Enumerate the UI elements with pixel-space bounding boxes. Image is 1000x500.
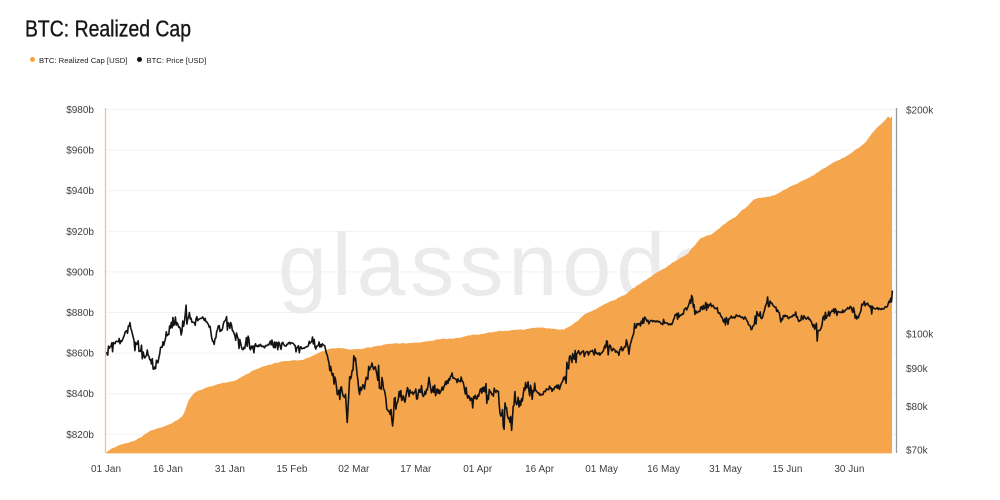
svg-text:16 Jan: 16 Jan xyxy=(153,464,183,475)
svg-text:$820b: $820b xyxy=(66,430,94,441)
svg-text:16 May: 16 May xyxy=(647,464,680,475)
svg-text:15 Jun: 15 Jun xyxy=(772,464,802,475)
svg-text:$70k: $70k xyxy=(906,446,929,457)
svg-text:02 Mar: 02 Mar xyxy=(338,464,370,475)
svg-text:01 Apr: 01 Apr xyxy=(463,464,493,475)
svg-text:$90k: $90k xyxy=(906,364,929,375)
svg-text:$900b: $900b xyxy=(66,267,94,278)
svg-text:17 Mar: 17 Mar xyxy=(400,464,432,475)
svg-text:$860b: $860b xyxy=(66,349,94,360)
svg-text:$200k: $200k xyxy=(906,106,934,117)
svg-text:BTC: Realized Cap: BTC: Realized Cap xyxy=(25,16,191,42)
svg-text:31 Jan: 31 Jan xyxy=(215,464,245,475)
svg-text:$980b: $980b xyxy=(66,105,94,116)
svg-text:$80k: $80k xyxy=(906,402,929,413)
svg-text:31 May: 31 May xyxy=(709,464,742,475)
svg-text:$920b: $920b xyxy=(66,227,94,238)
svg-text:$940b: $940b xyxy=(66,186,94,197)
svg-text:$840b: $840b xyxy=(66,389,94,400)
svg-text:$880b: $880b xyxy=(66,308,94,319)
svg-text:01 Jan: 01 Jan xyxy=(91,464,121,475)
svg-text:$960b: $960b xyxy=(66,146,94,157)
svg-text:30 Jun: 30 Jun xyxy=(834,464,864,475)
svg-text:$100k: $100k xyxy=(906,330,934,341)
svg-text:01 May: 01 May xyxy=(585,464,618,475)
svg-text:15 Feb: 15 Feb xyxy=(276,464,308,475)
svg-text:16 Apr: 16 Apr xyxy=(525,464,555,475)
